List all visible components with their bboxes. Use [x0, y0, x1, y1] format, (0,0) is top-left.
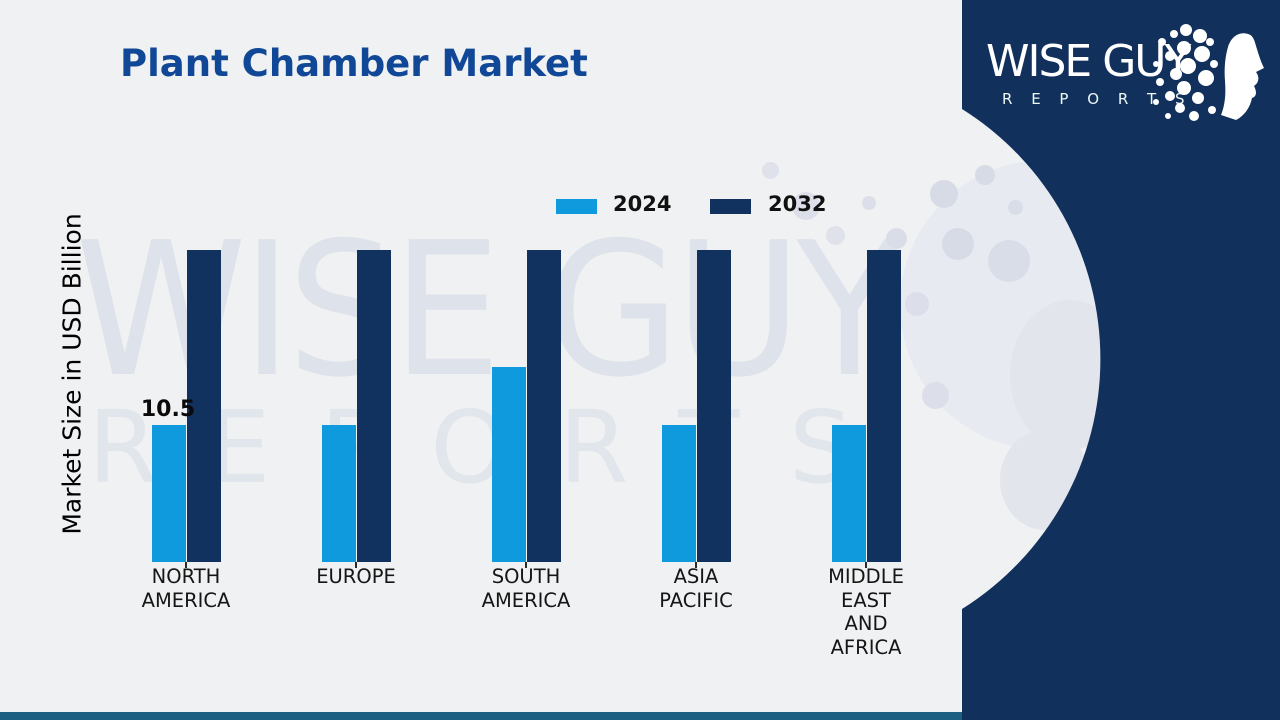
bottom-accent-strip [0, 712, 1280, 720]
category-label-south-america: SOUTH AMERICA [481, 565, 571, 612]
bar-2032-europe [357, 250, 391, 562]
y-axis-label: Market Size in USD Billion [57, 213, 87, 535]
wiseguy-logo: WISE GUY R E P O R T S [962, 0, 1280, 240]
category-label-europe: EUROPE [316, 565, 396, 588]
x-axis-tick [525, 562, 527, 568]
wiseguy-face-icon [1153, 24, 1264, 121]
x-axis-tick [695, 562, 697, 568]
bar-value-label: 10.5 [140, 397, 196, 422]
category-label-middle-east-and-africa: MIDDLE EAST AND AFRICA [828, 565, 904, 659]
bar-2024-middle-east-and-africa [832, 425, 866, 562]
x-axis-tick [355, 562, 357, 568]
category-label-asia-pacific: ASIA PACIFIC [659, 565, 733, 612]
bar-2032-north-america [187, 250, 221, 562]
category-label-north-america: NORTH AMERICA [141, 565, 231, 612]
bar-2032-asia-pacific [697, 250, 731, 562]
bar-2024-europe [322, 425, 356, 562]
x-axis-tick [185, 562, 187, 568]
bar-2032-middle-east-and-africa [867, 250, 901, 562]
chart-title: Plant Chamber Market [120, 42, 588, 85]
bar-2024-north-america [152, 425, 186, 562]
bar-2024-asia-pacific [662, 425, 696, 562]
bar-2024-south-america [492, 367, 526, 562]
x-axis-tick [865, 562, 867, 568]
bar-2032-south-america [527, 250, 561, 562]
